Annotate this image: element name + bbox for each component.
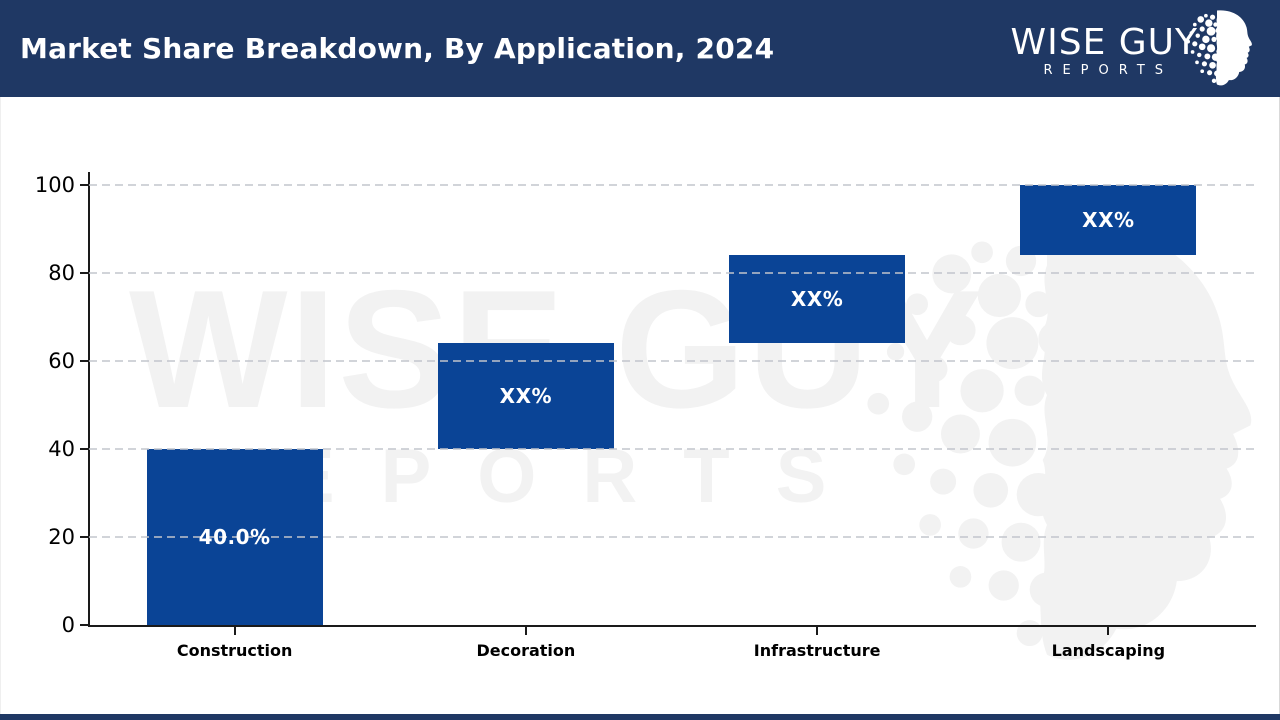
y-tick — [80, 272, 88, 274]
plot: 0 20 40 60 80 100 40.0% Construction XX% Decorati… — [1, 97, 1279, 714]
x-category-label: Decoration — [476, 641, 576, 660]
x-tick — [1107, 627, 1110, 635]
y-tick-label: 80 — [48, 261, 75, 285]
y-tick-label: 0 — [61, 613, 75, 637]
x-category-label: Construction — [176, 641, 293, 660]
y-tick-label: 40 — [48, 437, 75, 461]
x-category-label: Infrastructure — [753, 641, 881, 660]
y-tick — [80, 360, 88, 362]
y-tick — [80, 536, 88, 538]
wiseguy-face-icon — [1180, 8, 1254, 90]
bar-label: XX% — [499, 384, 553, 409]
x-tick — [816, 627, 819, 635]
y-tick — [80, 184, 88, 186]
grid-line — [89, 360, 1254, 362]
grid-line — [89, 536, 1254, 538]
chart-area: WISE GUY REPORTS 0 20 40 60 80 100 40.0% Constr… — [0, 97, 1280, 714]
bar-label: XX% — [1082, 208, 1135, 233]
y-axis-line — [88, 172, 90, 627]
grid-line — [89, 272, 1254, 274]
page-title: Market Share Breakdown, By Application, … — [20, 32, 775, 65]
y-tick — [80, 624, 88, 626]
grid-line — [89, 184, 1254, 186]
brand-name: WISE GUY — [1010, 21, 1198, 63]
y-tick-label: 60 — [48, 349, 75, 373]
x-category-label: Landscaping — [1051, 641, 1166, 660]
brand-logo-text: WISE GUY REPORTS — [1010, 21, 1199, 78]
brand-subname: REPORTS — [1043, 62, 1174, 78]
header-bar: Market Share Breakdown, By Application, … — [0, 0, 1280, 97]
y-tick — [80, 448, 88, 450]
x-tick — [524, 627, 527, 635]
bar-label: 40.0% — [198, 525, 271, 549]
x-tick — [233, 627, 236, 635]
x-axis-line — [88, 625, 1256, 627]
brand-logo: WISE GUY REPORTS — [1011, 8, 1255, 90]
bar-label: XX% — [790, 287, 844, 312]
grid-line — [89, 448, 1254, 450]
footer-bar — [0, 714, 1280, 720]
y-tick-label: 100 — [34, 173, 75, 197]
y-tick-label: 20 — [48, 525, 75, 549]
